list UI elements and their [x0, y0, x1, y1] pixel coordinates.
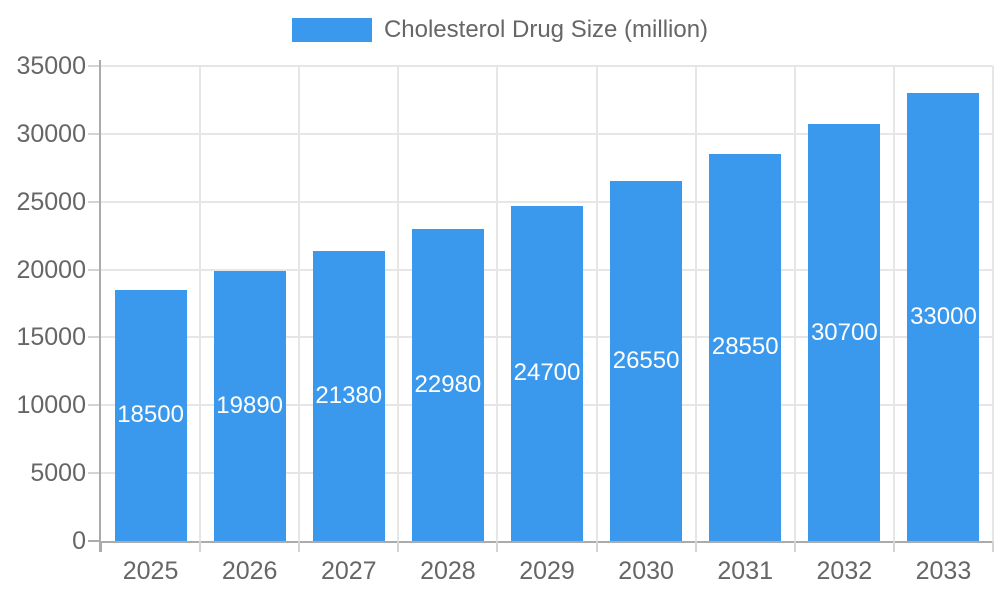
- x-gridline: [694, 66, 697, 541]
- x-tick-label: 2029: [519, 557, 575, 585]
- bar[interactable]: [312, 250, 385, 541]
- y-tick-label: 20000: [16, 255, 86, 284]
- x-tick-mark: [694, 541, 697, 552]
- legend: Cholesterol Drug Size (million): [0, 16, 1000, 44]
- bar[interactable]: [511, 205, 583, 541]
- x-tick-mark: [595, 541, 598, 552]
- bar[interactable]: [808, 124, 881, 541]
- y-tick-label: 15000: [16, 323, 86, 352]
- x-tick-mark: [793, 541, 796, 552]
- y-tick-label: 25000: [16, 187, 86, 216]
- y-gridline: [101, 200, 993, 203]
- y-tick-mark: [88, 65, 99, 67]
- x-gridline: [892, 66, 895, 541]
- x-tick-label: 2032: [816, 557, 873, 585]
- y-tick-mark: [88, 540, 99, 542]
- bar[interactable]: [907, 93, 980, 541]
- x-tick-mark: [496, 541, 499, 552]
- legend-label: Cholesterol Drug Size (million): [383, 16, 709, 43]
- x-tick-mark: [100, 541, 102, 552]
- x-tick-label: 2033: [915, 557, 972, 585]
- x-tick-mark: [298, 541, 301, 552]
- x-tick-label: 2025: [122, 557, 179, 585]
- legend-swatch: [291, 18, 372, 42]
- y-tick-mark: [88, 200, 99, 203]
- x-gridline: [397, 66, 400, 541]
- legend-item[interactable]: Cholesterol Drug Size (million): [291, 16, 709, 44]
- y-tick-label: 30000: [16, 119, 86, 148]
- y-gridline: [101, 65, 993, 67]
- plot-area: 0 5000 10000 15000 20000 25000 30000 35000 18500…: [16, 53, 994, 585]
- x-tick-mark: [892, 541, 895, 552]
- x-tick-label: 2031: [717, 557, 774, 585]
- y-tick-label: 5000: [30, 459, 86, 488]
- y-tick-label: 10000: [16, 391, 86, 420]
- y-axis-line: [99, 60, 101, 552]
- x-gridline: [298, 66, 301, 541]
- x-gridline: [496, 66, 499, 541]
- x-gridline: [793, 66, 796, 541]
- x-tick-mark: [397, 541, 400, 552]
- x-tick-label: 2026: [221, 557, 278, 585]
- y-tick-label: 35000: [16, 52, 86, 80]
- x-tick-label: 2030: [618, 557, 674, 585]
- y-gridline: [101, 132, 993, 135]
- x-tick-label: 2028: [420, 557, 476, 585]
- x-tick-mark: [992, 541, 994, 552]
- y-tick-label: 0: [72, 527, 86, 555]
- x-gridline: [992, 66, 994, 541]
- x-gridline: [199, 66, 202, 541]
- bar[interactable]: [114, 289, 187, 541]
- y-tick-mark: [88, 268, 99, 271]
- y-tick-mark: [88, 472, 99, 475]
- y-tick-mark: [88, 132, 99, 135]
- x-tick-label: 2027: [320, 557, 377, 585]
- bar[interactable]: [709, 153, 782, 541]
- x-tick-mark: [199, 541, 202, 552]
- bar[interactable]: [411, 229, 484, 541]
- y-tick-mark: [88, 336, 99, 339]
- y-tick-mark: [88, 404, 99, 407]
- bar[interactable]: [213, 271, 286, 541]
- x-gridline: [595, 66, 598, 541]
- bar[interactable]: [610, 180, 683, 541]
